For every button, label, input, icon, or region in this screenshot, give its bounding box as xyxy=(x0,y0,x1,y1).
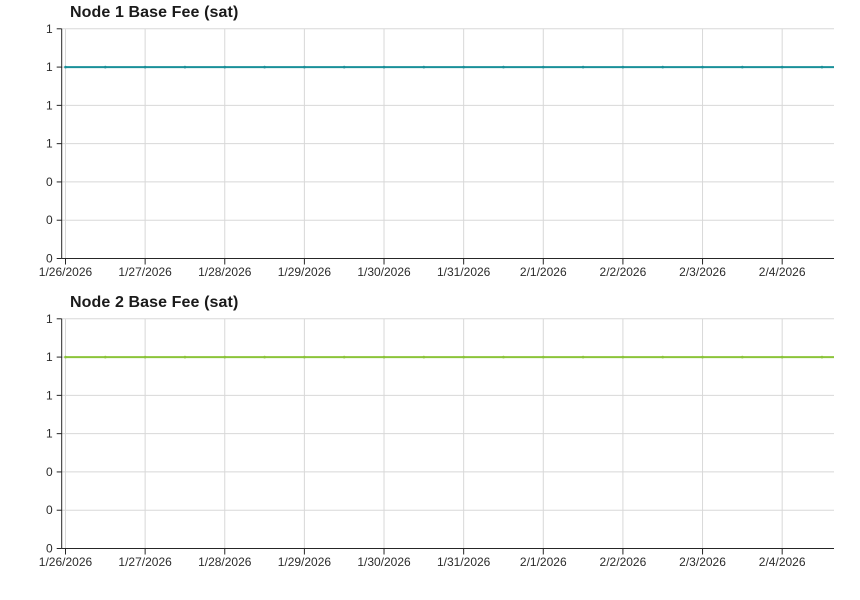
svg-text:0: 0 xyxy=(46,503,53,517)
svg-text:1: 1 xyxy=(46,312,53,326)
svg-text:1: 1 xyxy=(46,22,53,36)
svg-text:1: 1 xyxy=(46,98,53,112)
svg-text:1/30/2026: 1/30/2026 xyxy=(357,265,411,279)
svg-text:0: 0 xyxy=(46,252,53,266)
svg-text:1: 1 xyxy=(46,350,53,364)
svg-text:0: 0 xyxy=(46,213,53,227)
svg-text:1: 1 xyxy=(46,60,53,74)
svg-text:1/29/2026: 1/29/2026 xyxy=(278,555,332,569)
svg-text:2/2/2026: 2/2/2026 xyxy=(600,265,647,279)
svg-text:2/1/2026: 2/1/2026 xyxy=(520,265,567,279)
svg-text:1/26/2026: 1/26/2026 xyxy=(39,265,93,279)
svg-text:2/2/2026: 2/2/2026 xyxy=(600,555,647,569)
svg-text:1/27/2026: 1/27/2026 xyxy=(118,555,172,569)
svg-text:0: 0 xyxy=(46,542,53,556)
svg-text:2/4/2026: 2/4/2026 xyxy=(759,555,806,569)
svg-text:2/3/2026: 2/3/2026 xyxy=(679,265,726,279)
svg-text:1/28/2026: 1/28/2026 xyxy=(198,555,252,569)
svg-text:1/27/2026: 1/27/2026 xyxy=(118,265,172,279)
svg-text:2/1/2026: 2/1/2026 xyxy=(520,555,567,569)
svg-text:0: 0 xyxy=(46,175,53,189)
svg-text:1/28/2026: 1/28/2026 xyxy=(198,265,252,279)
svg-text:1: 1 xyxy=(46,427,53,441)
svg-text:2/3/2026: 2/3/2026 xyxy=(679,555,726,569)
svg-text:1/31/2026: 1/31/2026 xyxy=(437,265,491,279)
svg-text:1: 1 xyxy=(46,388,53,402)
svg-text:1/29/2026: 1/29/2026 xyxy=(278,265,332,279)
svg-text:1/26/2026: 1/26/2026 xyxy=(39,555,93,569)
svg-text:1: 1 xyxy=(46,137,53,151)
svg-text:1/30/2026: 1/30/2026 xyxy=(357,555,411,569)
svg-text:1/31/2026: 1/31/2026 xyxy=(437,555,491,569)
svg-text:2/4/2026: 2/4/2026 xyxy=(759,265,806,279)
svg-text:0: 0 xyxy=(46,465,53,479)
